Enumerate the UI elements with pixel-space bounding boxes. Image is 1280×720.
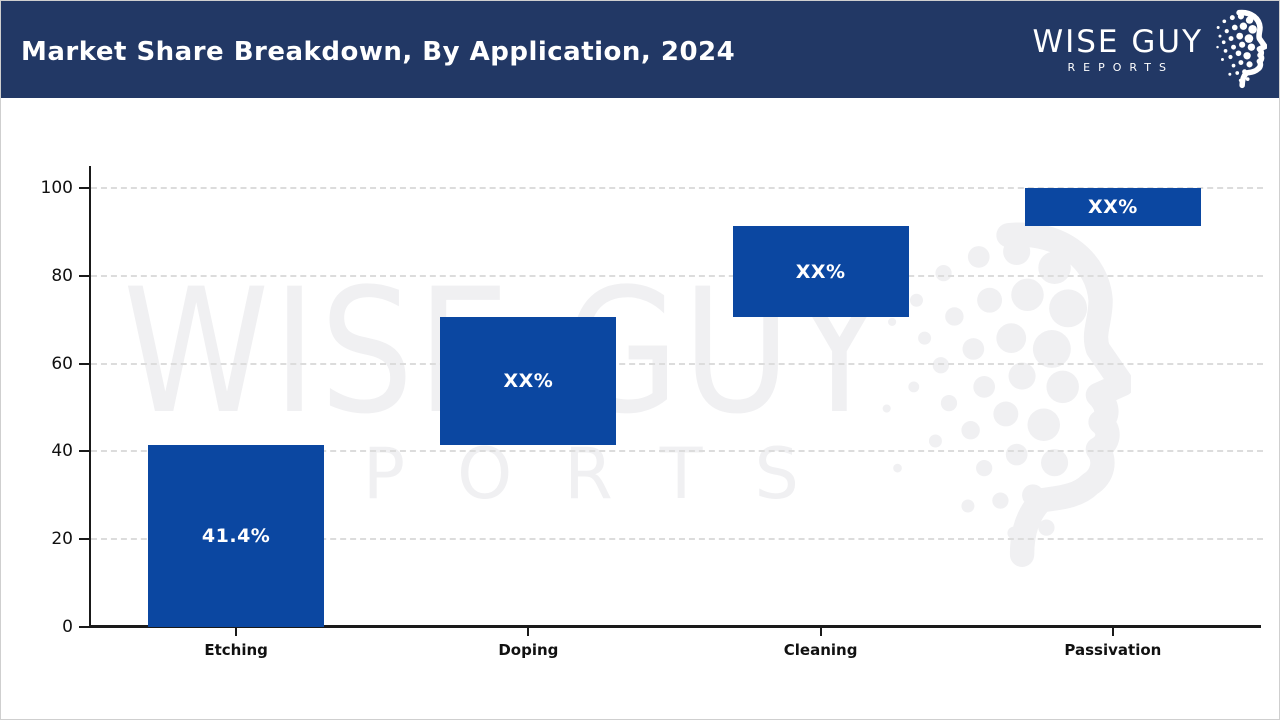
- x-tick-mark: [1111, 628, 1114, 636]
- y-tick-mark: [79, 362, 90, 365]
- bar-cleaning[interactable]: XX%: [732, 226, 909, 318]
- x-tick-label: Passivation: [1064, 641, 1162, 659]
- logo-reports-text: REPORTS: [1067, 60, 1174, 74]
- x-tick-mark: [235, 628, 238, 636]
- y-tick-mark: [79, 450, 90, 453]
- wise-guy-reports-logo: WISE GUY REPORTS: [1032, 9, 1268, 89]
- y-tick-mark: [79, 187, 90, 189]
- y-axis-line: [89, 166, 91, 627]
- y-gridline: [91, 274, 1263, 277]
- bar-value-label: XX%: [1087, 196, 1138, 219]
- bar-value-label: 41.4%: [201, 525, 271, 548]
- chart-title: Market Share Breakdown, By Application, …: [21, 37, 736, 67]
- y-tick-label: 60: [51, 353, 73, 374]
- y-tick-label: 40: [51, 441, 73, 462]
- y-gridline: [91, 450, 1263, 453]
- y-tick-mark: [79, 538, 90, 541]
- dotted-head-profile-icon: [1205, 9, 1268, 89]
- y-gridline: [91, 538, 1263, 541]
- y-tick-label: 20: [51, 529, 73, 550]
- logo-wordmark: WISE GUY REPORTS: [1032, 25, 1203, 74]
- y-tick-mark: [79, 626, 90, 628]
- bar-value-label: XX%: [795, 260, 846, 283]
- x-tick-mark: [527, 628, 530, 636]
- y-tick-label: 80: [51, 265, 73, 286]
- y-gridline: [91, 362, 1263, 365]
- x-tick-label: Etching: [204, 641, 268, 659]
- header-bar: Market Share Breakdown, By Application, …: [1, 1, 1279, 98]
- y-gridline: [91, 187, 1263, 189]
- bar-etching[interactable]: 41.4%: [148, 445, 325, 627]
- bar-doping[interactable]: XX%: [440, 317, 617, 446]
- y-tick-mark: [79, 274, 90, 277]
- bar-value-label: XX%: [503, 370, 554, 393]
- y-tick-label: 0: [62, 617, 73, 637]
- bar-passivation[interactable]: XX%: [1024, 188, 1201, 227]
- y-tick-label: 100: [40, 178, 73, 198]
- x-tick-mark: [819, 628, 822, 636]
- x-axis-line: [89, 625, 1261, 628]
- x-tick-label: Doping: [498, 641, 559, 659]
- x-tick-label: Cleaning: [783, 641, 858, 659]
- logo-wise-guy-text: WISE GUY: [1032, 23, 1203, 60]
